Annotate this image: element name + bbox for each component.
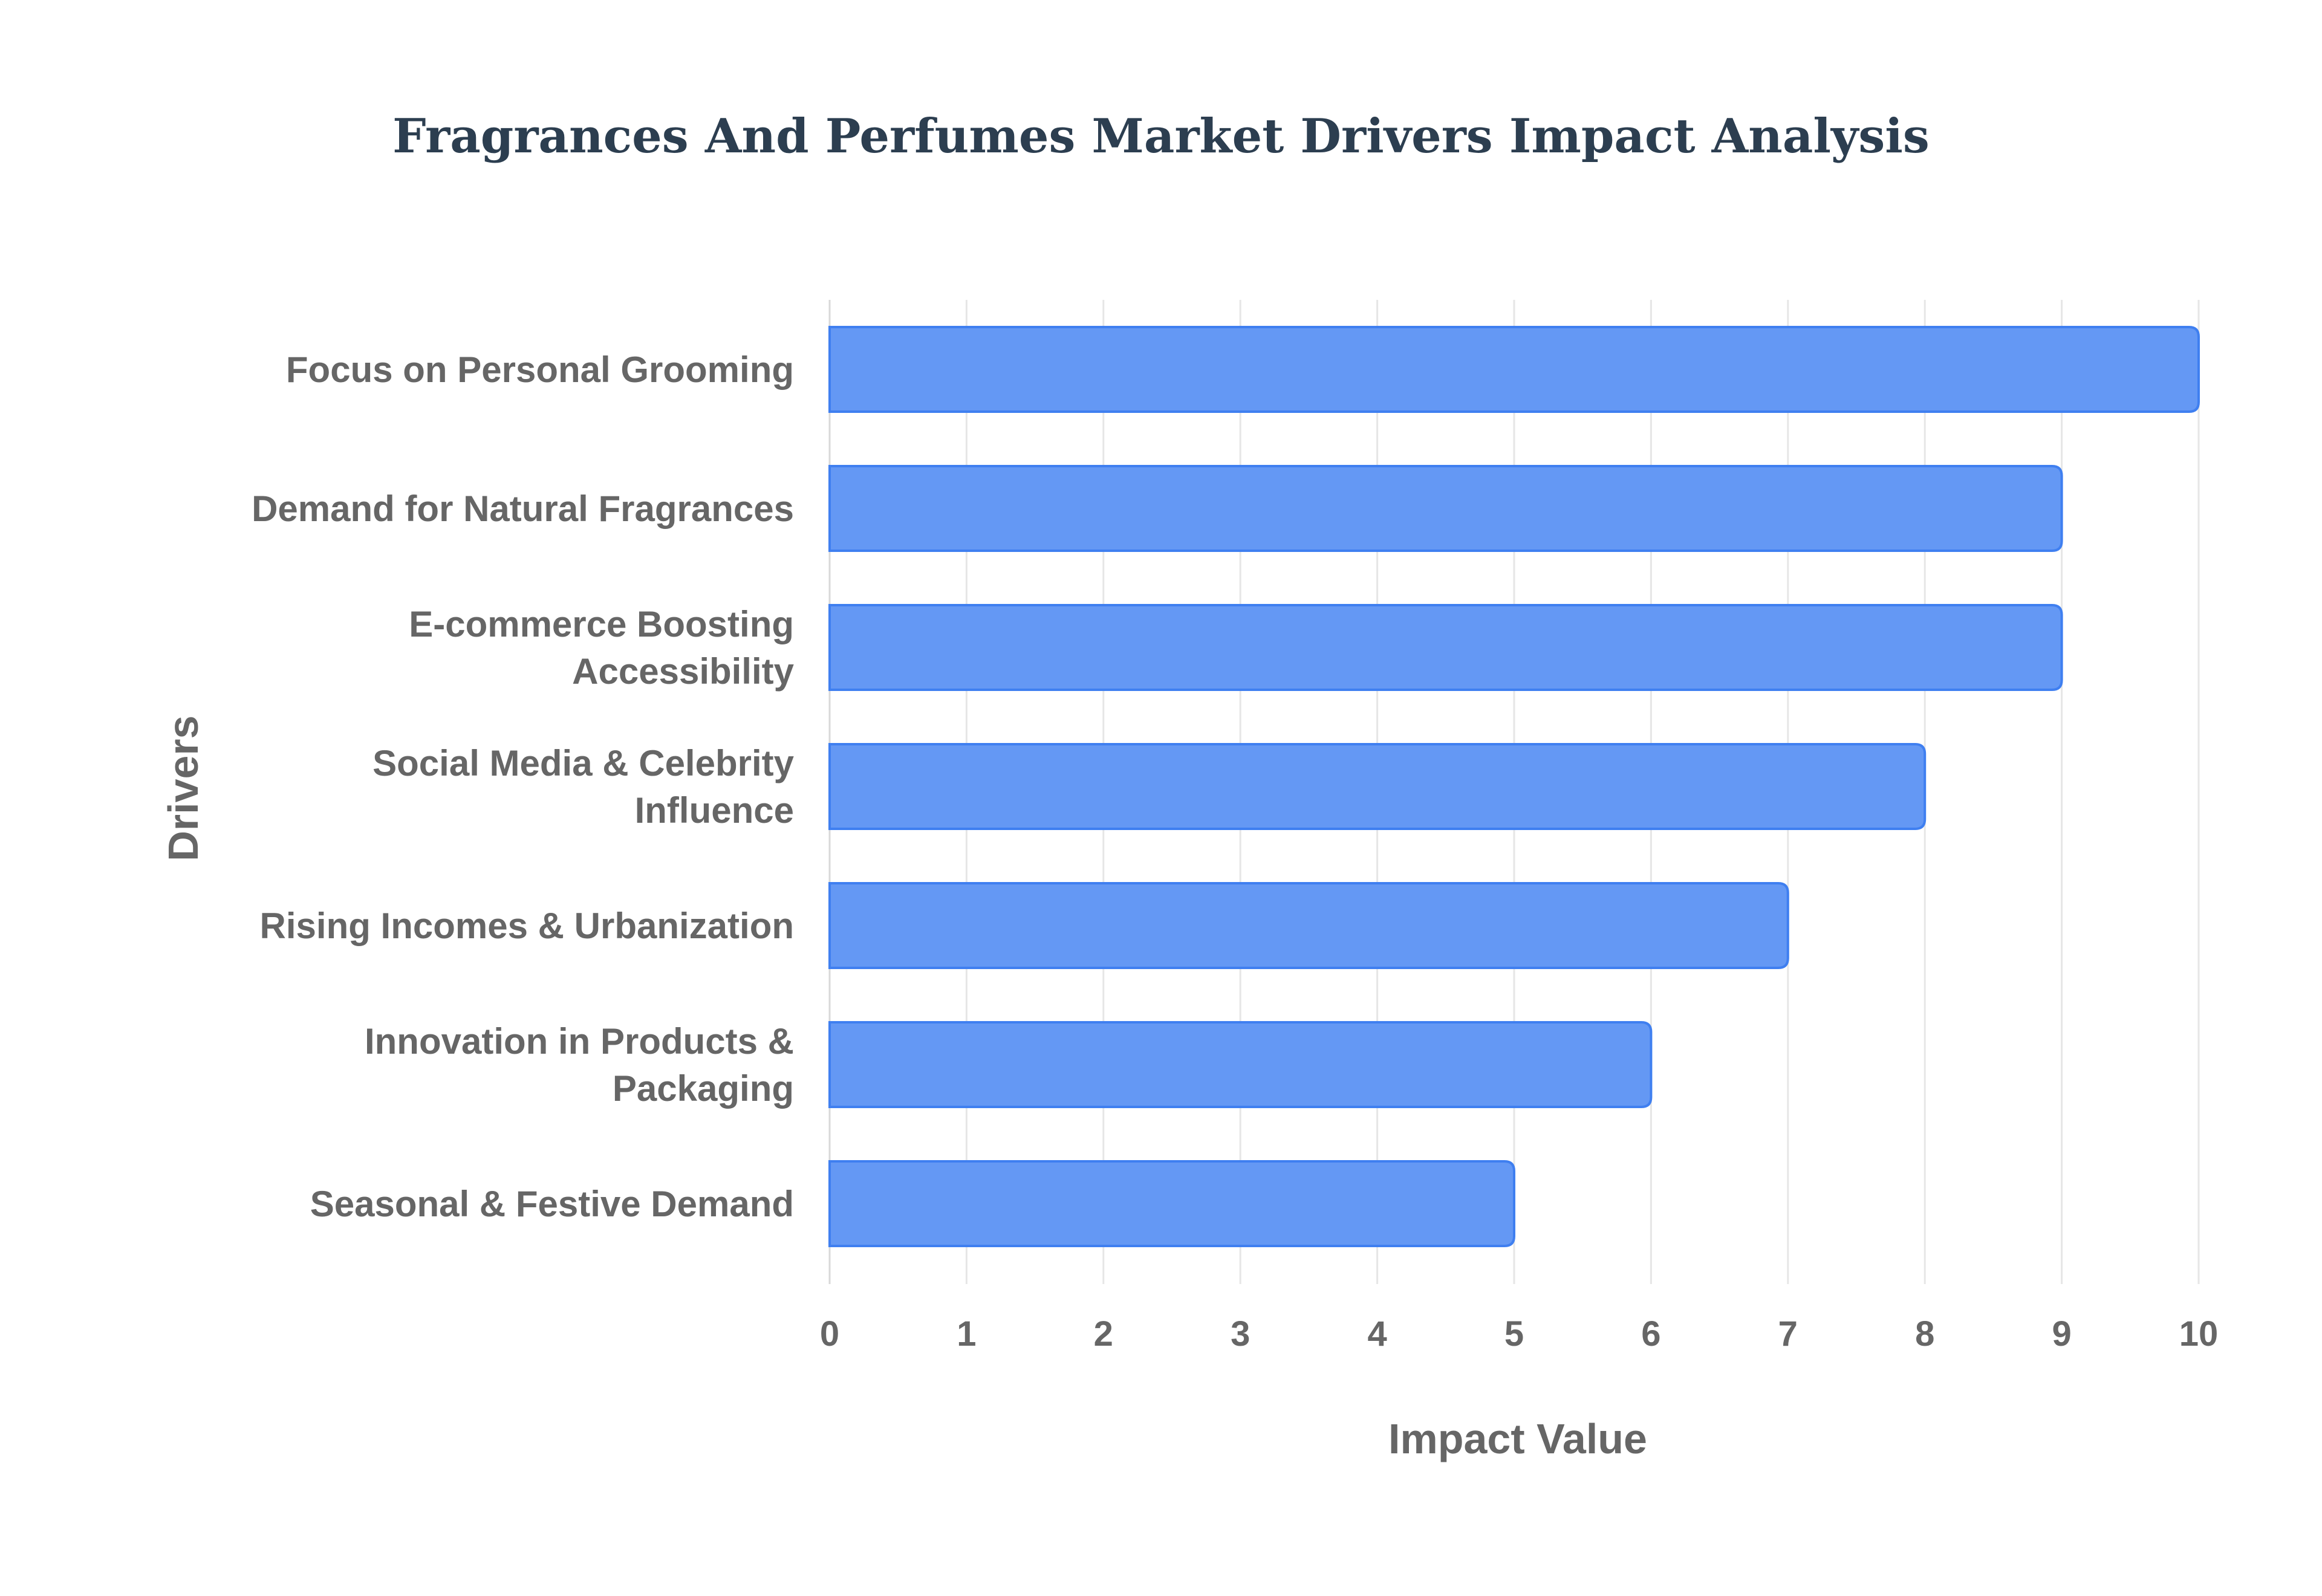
bar: [828, 743, 1927, 830]
category-label: Focus on Personal Grooming: [286, 349, 794, 390]
bar: [828, 882, 1789, 969]
category-label: Packaging: [613, 1068, 794, 1109]
x-tick-label: 2: [1094, 1314, 1113, 1354]
x-tick-label: 4: [1367, 1314, 1387, 1354]
category-label: Demand for Natural Fragrances: [252, 488, 794, 529]
chart-title: Fragrances And Perfumes Market Drivers I…: [392, 109, 1930, 164]
x-tick-label: 8: [1915, 1314, 1934, 1354]
bar: [828, 326, 2200, 413]
x-tick-label: 9: [2052, 1314, 2071, 1354]
category-label: Seasonal & Festive Demand: [310, 1184, 794, 1224]
bar: [828, 1021, 1653, 1108]
category-label: Accessibility: [572, 651, 794, 692]
x-tick-label: 7: [1778, 1314, 1798, 1354]
x-axis-title: Impact Value: [1388, 1415, 1647, 1462]
x-tick-label: 3: [1231, 1314, 1250, 1354]
bar: [828, 1160, 1515, 1247]
category-label: Influence: [635, 790, 794, 831]
bar: [828, 604, 2063, 691]
x-tick-label: 0: [820, 1314, 839, 1354]
bar: [828, 465, 2063, 552]
x-tick-label: 5: [1504, 1314, 1524, 1354]
category-label: Innovation in Products &: [365, 1021, 794, 1062]
x-tick-label: 10: [2179, 1314, 2219, 1354]
category-label: Social Media & Celebrity: [372, 743, 795, 783]
category-labels: Focus on Personal Grooming Demand for Nat…: [252, 349, 795, 1224]
category-label: Rising Incomes & Urbanization: [260, 906, 794, 946]
category-label: E-commerce Boosting: [409, 604, 794, 644]
x-tick-label: 6: [1641, 1314, 1660, 1354]
y-axis-title: Drivers: [160, 715, 207, 861]
x-tick-labels: 0 1 2 3 4 5 6 7 8 9 10: [820, 1314, 2218, 1354]
x-tick-label: 1: [957, 1314, 976, 1354]
bars: [828, 326, 2200, 1247]
